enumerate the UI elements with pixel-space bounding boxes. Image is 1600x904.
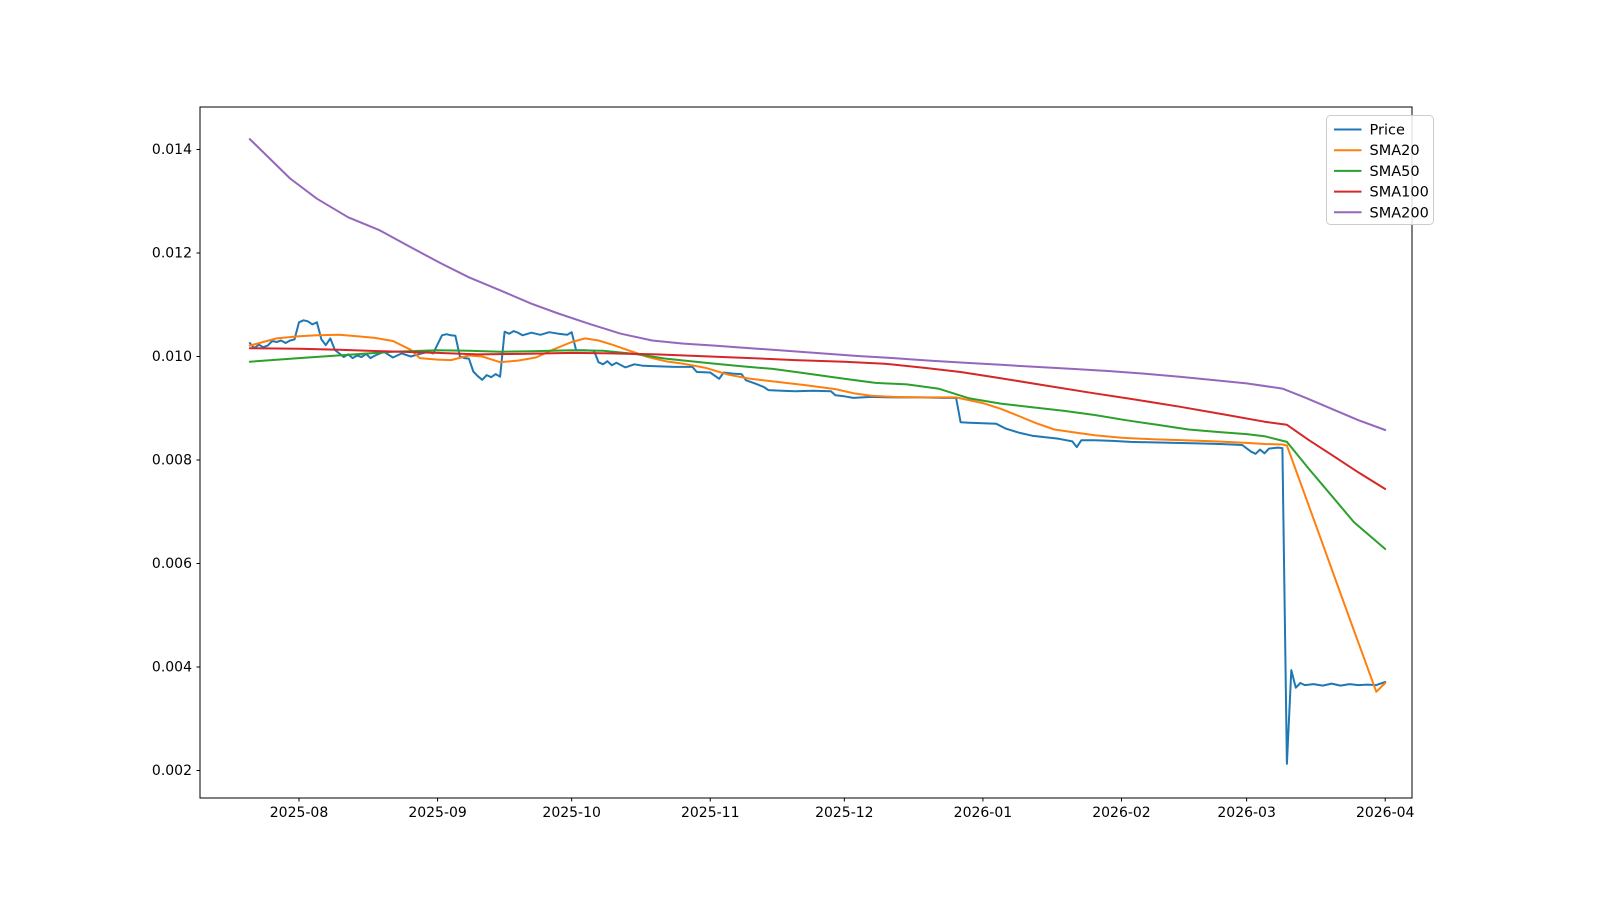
- y-tick-label: 0.008: [152, 453, 192, 469]
- y-tick-label: 0.012: [152, 246, 192, 262]
- legend-entry-sma100: SMA100: [1334, 185, 1429, 201]
- x-tick-label: 2025-11: [681, 805, 740, 821]
- x-tick-label: 2025-08: [270, 805, 329, 821]
- series-line-sma200: [248, 138, 1387, 431]
- legend-entry-sma50: SMA50: [1334, 164, 1420, 180]
- series-group: [248, 138, 1387, 765]
- series-line-sma100: [248, 347, 1387, 490]
- legend-entry-sma200: SMA200: [1334, 205, 1429, 221]
- x-tick-label: 2026-03: [1217, 805, 1276, 821]
- plot-area: [199, 106, 1413, 799]
- x-tick-label: 2026-01: [954, 805, 1013, 821]
- legend-label-sma100: SMA100: [1370, 185, 1429, 201]
- legend-label-sma50: SMA50: [1370, 164, 1420, 180]
- x-tick-label: 2026-04: [1356, 805, 1415, 821]
- y-axis: 0.002 0.004 0.006 0.008 0.010 0.012 0.014: [152, 142, 200, 779]
- y-tick-label: 0.004: [152, 660, 192, 676]
- legend-box: [1326, 115, 1434, 225]
- legend-label-sma20: SMA20: [1370, 143, 1420, 159]
- legend: Price SMA20 SMA50 SMA100 SMA200: [1326, 115, 1434, 225]
- series-line-price: [248, 319, 1387, 765]
- y-tick-label: 0.010: [152, 349, 192, 365]
- series-line-sma50: [248, 349, 1387, 550]
- legend-label-sma200: SMA200: [1370, 205, 1429, 221]
- x-tick-label: 2026-02: [1092, 805, 1151, 821]
- x-tick-label: 2025-12: [815, 805, 874, 821]
- y-tick-label: 0.002: [152, 763, 192, 779]
- x-tick-label: 2025-10: [542, 805, 601, 821]
- legend-label-price: Price: [1370, 123, 1405, 139]
- legend-entry-sma20: SMA20: [1334, 143, 1420, 159]
- y-tick-label: 0.006: [152, 556, 192, 572]
- y-tick-label: 0.014: [152, 142, 192, 158]
- x-axis: 2025-08 2025-09 2025-10 2025-11 2025-12 2026-…: [270, 798, 1415, 821]
- x-tick-label: 2025-09: [408, 805, 467, 821]
- series-line-sma20: [248, 333, 1387, 693]
- legend-entry-price: Price: [1334, 123, 1405, 139]
